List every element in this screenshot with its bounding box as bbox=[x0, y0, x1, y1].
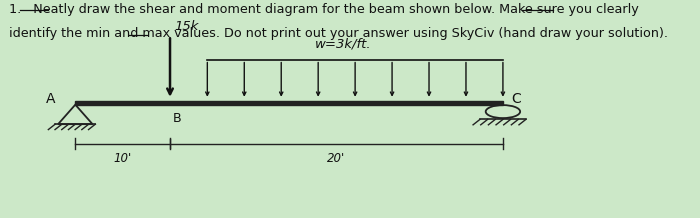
Text: 20': 20' bbox=[328, 152, 346, 165]
Bar bbox=[76, 101, 503, 105]
Text: C: C bbox=[512, 92, 522, 106]
Text: w=3k/ft.: w=3k/ft. bbox=[315, 38, 372, 51]
Text: B: B bbox=[173, 112, 181, 125]
Text: 1.   Neatly draw the shear and moment diagram for the beam shown below. Make sur: 1. Neatly draw the shear and moment diag… bbox=[9, 3, 639, 16]
Text: identify the min and max values. Do not print out your answer using SkyCiv (hand: identify the min and max values. Do not … bbox=[9, 27, 668, 40]
Text: A: A bbox=[46, 92, 55, 106]
Text: 15k: 15k bbox=[174, 20, 199, 33]
Text: 10': 10' bbox=[113, 152, 132, 165]
